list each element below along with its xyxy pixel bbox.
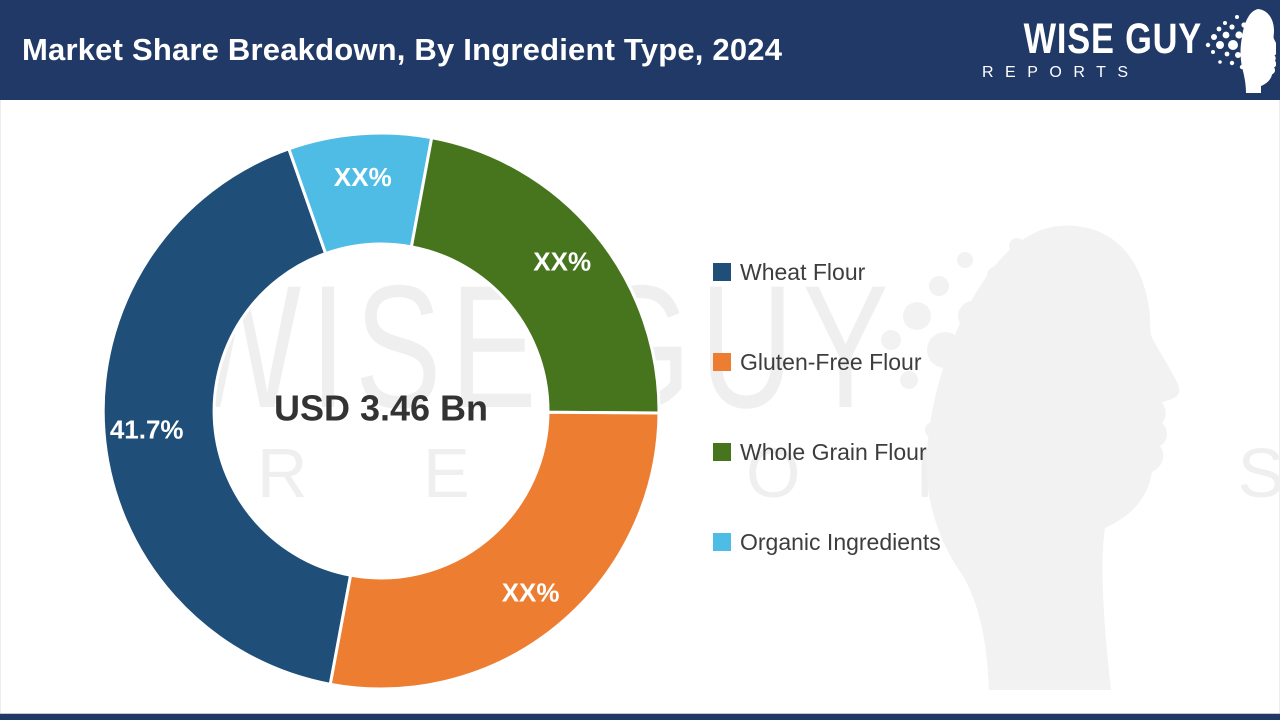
legend-swatch-whole-grain-flour — [713, 443, 731, 461]
donut-slice-wheat-flour — [101, 147, 353, 686]
brand-name: WISE GUY — [1023, 15, 1202, 63]
page-title: Market Share Breakdown, By Ingredient Ty… — [22, 32, 783, 67]
chart-legend: Wheat Flour Gluten-Free Flour Whole Grai… — [713, 258, 941, 556]
slice-label: 41.7% — [110, 414, 184, 444]
legend-label: Whole Grain Flour — [740, 438, 927, 465]
slice-label: XX% — [334, 162, 392, 192]
slice-label: XX% — [533, 247, 591, 277]
legend-label: Organic Ingredients — [740, 528, 941, 555]
footer-bar — [0, 713, 1280, 720]
legend-swatch-organic-ingredients — [713, 533, 731, 551]
brand-face-icon — [1205, 9, 1276, 93]
legend-label: Wheat Flour — [740, 258, 866, 285]
chart-canvas: WISE GUY R E P O R T S 41.7% XX% XX% XX% USD… — [0, 100, 1280, 713]
legend-item-gluten-free-flour: Gluten-Free Flour — [713, 348, 941, 376]
brand-logo: WISE GUY REPORTS — [979, 6, 1276, 94]
donut-slice-whole-grain-flour — [409, 136, 661, 415]
slice-label: XX% — [502, 577, 560, 607]
brand-subtitle: REPORTS — [981, 64, 1140, 81]
legend-swatch-wheat-flour — [713, 263, 731, 281]
legend-label: Gluten-Free Flour — [740, 348, 922, 375]
watermark-face — [881, 225, 1180, 690]
donut-slice-gluten-free-flour — [328, 410, 661, 691]
header-bar: Market Share Breakdown, By Ingredient Ty… — [0, 0, 1280, 100]
legend-item-organic-ingredients: Organic Ingredients — [713, 528, 941, 556]
brand-logo-text: WISE GUY REPORTS — [979, 18, 1202, 82]
legend-item-whole-grain-flour: Whole Grain Flour — [713, 438, 941, 466]
center-value-label: USD 3.46 Bn — [274, 388, 488, 429]
legend-swatch-gluten-free-flour — [713, 353, 731, 371]
legend-item-wheat-flour: Wheat Flour — [713, 258, 941, 286]
donut-chart: 41.7% XX% XX% XX% USD 3.46 Bn — [101, 131, 661, 691]
